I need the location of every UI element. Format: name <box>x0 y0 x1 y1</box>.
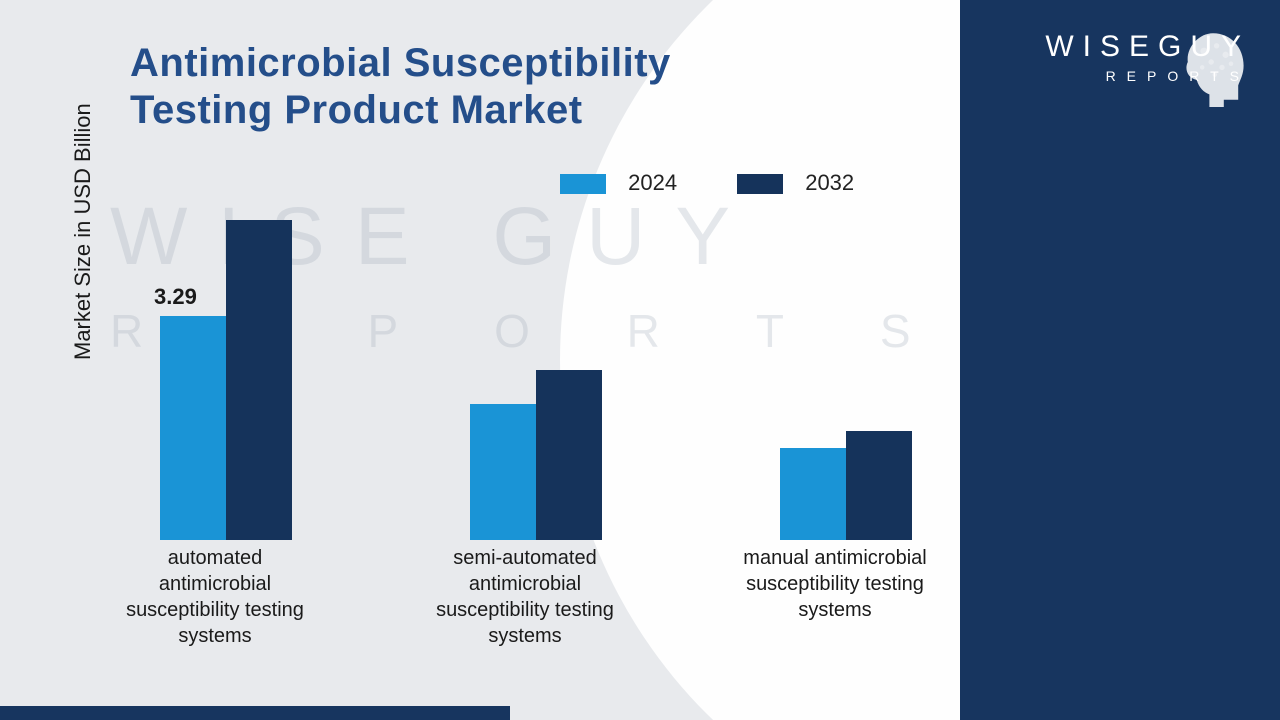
legend-label-2032: 2032 <box>805 170 854 195</box>
bar-group <box>160 220 292 540</box>
bar-group <box>780 431 912 540</box>
legend-swatch-2032 <box>737 174 783 194</box>
brand-line-2: REPORTS <box>1045 68 1250 84</box>
value-label: 3.29 <box>154 284 197 310</box>
page-root: WISEGUY REPORTS WISE GUY R E P O R T S A… <box>0 0 1280 720</box>
legend-swatch-2024 <box>560 174 606 194</box>
bar <box>226 220 292 540</box>
bottom-navy-strip <box>0 706 510 720</box>
bar <box>780 448 846 540</box>
bar <box>536 370 602 540</box>
brand-logo: WISEGUY REPORTS <box>1045 30 1250 84</box>
brand-line-1: WISEGUY <box>1045 30 1250 64</box>
category-label: semi-automated antimicrobial susceptibil… <box>420 545 630 649</box>
bar <box>470 404 536 540</box>
page-title: Antimicrobial Susceptibility Testing Pro… <box>130 40 770 134</box>
bar <box>846 431 912 540</box>
legend-item-2032: 2032 <box>737 170 854 196</box>
legend: 2024 2032 <box>560 170 854 196</box>
bar-group <box>470 370 602 540</box>
category-label: manual antimicrobial susceptibility test… <box>730 545 940 623</box>
legend-item-2024: 2024 <box>560 170 677 196</box>
bar <box>160 316 226 540</box>
category-label: automated antimicrobial susceptibility t… <box>110 545 320 649</box>
legend-label-2024: 2024 <box>628 170 677 195</box>
y-axis-label: Market Size in USD Billion <box>70 103 96 360</box>
bar-plot: 3.29 <box>100 200 1020 540</box>
